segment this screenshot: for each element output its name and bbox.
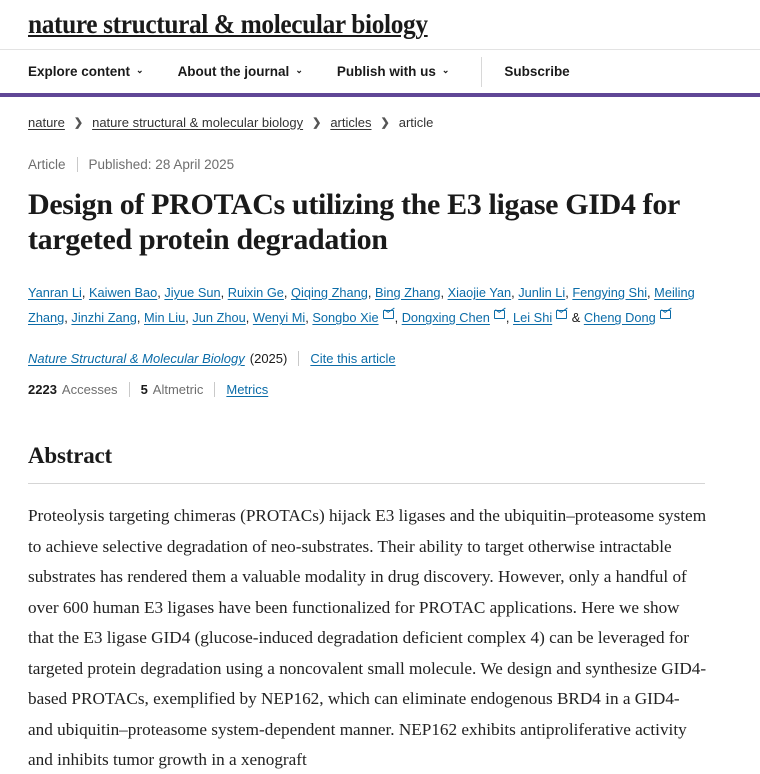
author-link[interactable]: Ruixin Ge xyxy=(227,285,284,300)
altmetric-count: 5 xyxy=(140,382,148,397)
article-published-date: Published: 28 April 2025 xyxy=(88,157,235,172)
citation-divider xyxy=(298,351,300,366)
meta-divider xyxy=(76,157,78,172)
author-separator: , xyxy=(245,310,253,325)
author-list: Yanran Li, Kaiwen Bao, Jiyue Sun, Ruixin… xyxy=(28,280,718,330)
envelope-icon[interactable] xyxy=(493,310,505,319)
authors-conjunction: & xyxy=(571,310,581,325)
breadcrumb-item-current: article xyxy=(398,115,434,130)
nav-item-label: Explore content xyxy=(28,64,131,79)
author-link[interactable]: Qiqing Zhang xyxy=(291,285,368,300)
nav-item-label: About the journal xyxy=(177,64,290,79)
author-separator: , xyxy=(511,285,519,300)
author-separator: , xyxy=(64,310,72,325)
author-separator: , xyxy=(565,285,573,300)
citation-line: Nature Structural & Molecular Biology (2… xyxy=(28,351,732,366)
page-title: Design of PROTACs utilizing the E3 ligas… xyxy=(28,188,680,256)
brand-accent-rule xyxy=(0,93,760,97)
breadcrumb-item-nature[interactable]: nature xyxy=(28,115,65,130)
main-navigation: Explore content ⌄ About the journal ⌄ Pu… xyxy=(0,49,760,93)
breadcrumb-item-journal[interactable]: nature structural & molecular biology xyxy=(92,115,304,130)
chevron-down-icon: ⌄ xyxy=(136,65,144,75)
citation-year: (2025) xyxy=(249,351,288,366)
author-separator: , xyxy=(157,285,165,300)
author-link[interactable]: Jiyue Sun xyxy=(164,285,221,300)
author-link[interactable]: Dongxing Chen xyxy=(401,310,490,325)
author-separator: , xyxy=(505,310,514,325)
breadcrumb-separator-icon: ❯ xyxy=(312,117,322,129)
nav-item-subscribe[interactable]: Subscribe xyxy=(504,64,569,79)
chevron-down-icon: ⌄ xyxy=(441,65,450,75)
author-separator: , xyxy=(305,310,313,325)
abstract-divider xyxy=(28,483,705,484)
nav-item-explore-content[interactable]: Explore content ⌄ xyxy=(28,64,144,79)
author-link[interactable]: Kaiwen Bao xyxy=(88,285,158,300)
author-separator: , xyxy=(185,310,193,325)
author-link[interactable]: Lei Shi xyxy=(513,310,553,325)
author-link[interactable]: Songbo Xie xyxy=(312,310,379,325)
nav-item-publish-with-us[interactable]: Publish with us ⌄ xyxy=(337,64,450,79)
accesses-label: Accesses xyxy=(61,382,118,397)
author-separator: , xyxy=(220,285,228,300)
author-link[interactable]: Min Liu xyxy=(144,310,186,325)
article-content: nature ❯ nature structural & molecular b… xyxy=(0,97,760,774)
citation-journal-link[interactable]: Nature Structural & Molecular Biology xyxy=(28,351,245,366)
article-type-label: Article xyxy=(28,157,66,172)
breadcrumb-separator-icon: ❯ xyxy=(73,117,84,129)
breadcrumb-separator-icon: ❯ xyxy=(380,117,390,129)
author-separator: , xyxy=(283,285,292,300)
envelope-icon[interactable] xyxy=(382,310,394,319)
author-separator: , xyxy=(394,310,402,325)
author-separator: , xyxy=(136,310,144,325)
journal-masthead: nature structural & molecular biology xyxy=(0,0,760,49)
metrics-divider xyxy=(214,382,216,397)
author-link[interactable]: Jinzhi Zang xyxy=(71,310,137,325)
cite-this-article-button[interactable]: Cite this article xyxy=(310,351,396,366)
author-link[interactable]: Wenyi Mi xyxy=(252,310,306,325)
nav-item-label: Subscribe xyxy=(504,64,570,79)
abstract-heading: Abstract xyxy=(28,443,112,468)
nav-divider xyxy=(481,56,483,87)
altmetric-label: Altmetric xyxy=(152,382,204,397)
envelope-icon[interactable] xyxy=(659,310,671,319)
envelope-icon[interactable] xyxy=(556,310,568,319)
metrics-bar: 2223 Accesses 5 Altmetric Metrics xyxy=(28,382,732,397)
author-separator: , xyxy=(440,285,448,300)
author-link[interactable]: Jun Zhou xyxy=(192,310,246,325)
chevron-down-icon: ⌄ xyxy=(295,65,303,75)
author-link[interactable]: Junlin Li xyxy=(518,285,566,300)
author-link[interactable]: Fengying Shi xyxy=(572,285,648,300)
accesses-count: 2223 xyxy=(28,382,57,397)
author-link[interactable]: Bing Zhang xyxy=(375,285,441,300)
author-link[interactable]: Xiaojie Yan xyxy=(447,285,512,300)
breadcrumb-item-articles[interactable]: articles xyxy=(330,115,372,130)
journal-logo[interactable]: nature structural & molecular biology xyxy=(28,9,428,39)
nav-item-label: Publish with us xyxy=(336,64,436,79)
author-link[interactable]: Meiling Zhang xyxy=(28,285,695,325)
author-separator: , xyxy=(81,285,89,300)
metrics-divider xyxy=(128,382,130,397)
breadcrumb: nature ❯ nature structural & molecular b… xyxy=(28,97,732,130)
metrics-link[interactable]: Metrics xyxy=(226,382,269,397)
author-separator: , xyxy=(367,285,375,300)
author-separator: , xyxy=(647,285,655,300)
author-link[interactable]: Cheng Dong xyxy=(583,310,656,325)
author-link[interactable]: Yanran Li xyxy=(28,285,82,300)
article-meta: Article Published: 28 April 2025 xyxy=(28,157,732,172)
nav-item-about-the-journal[interactable]: About the journal ⌄ xyxy=(178,64,303,79)
abstract-text: Proteolysis targeting chimeras (PROTACs)… xyxy=(28,506,707,769)
